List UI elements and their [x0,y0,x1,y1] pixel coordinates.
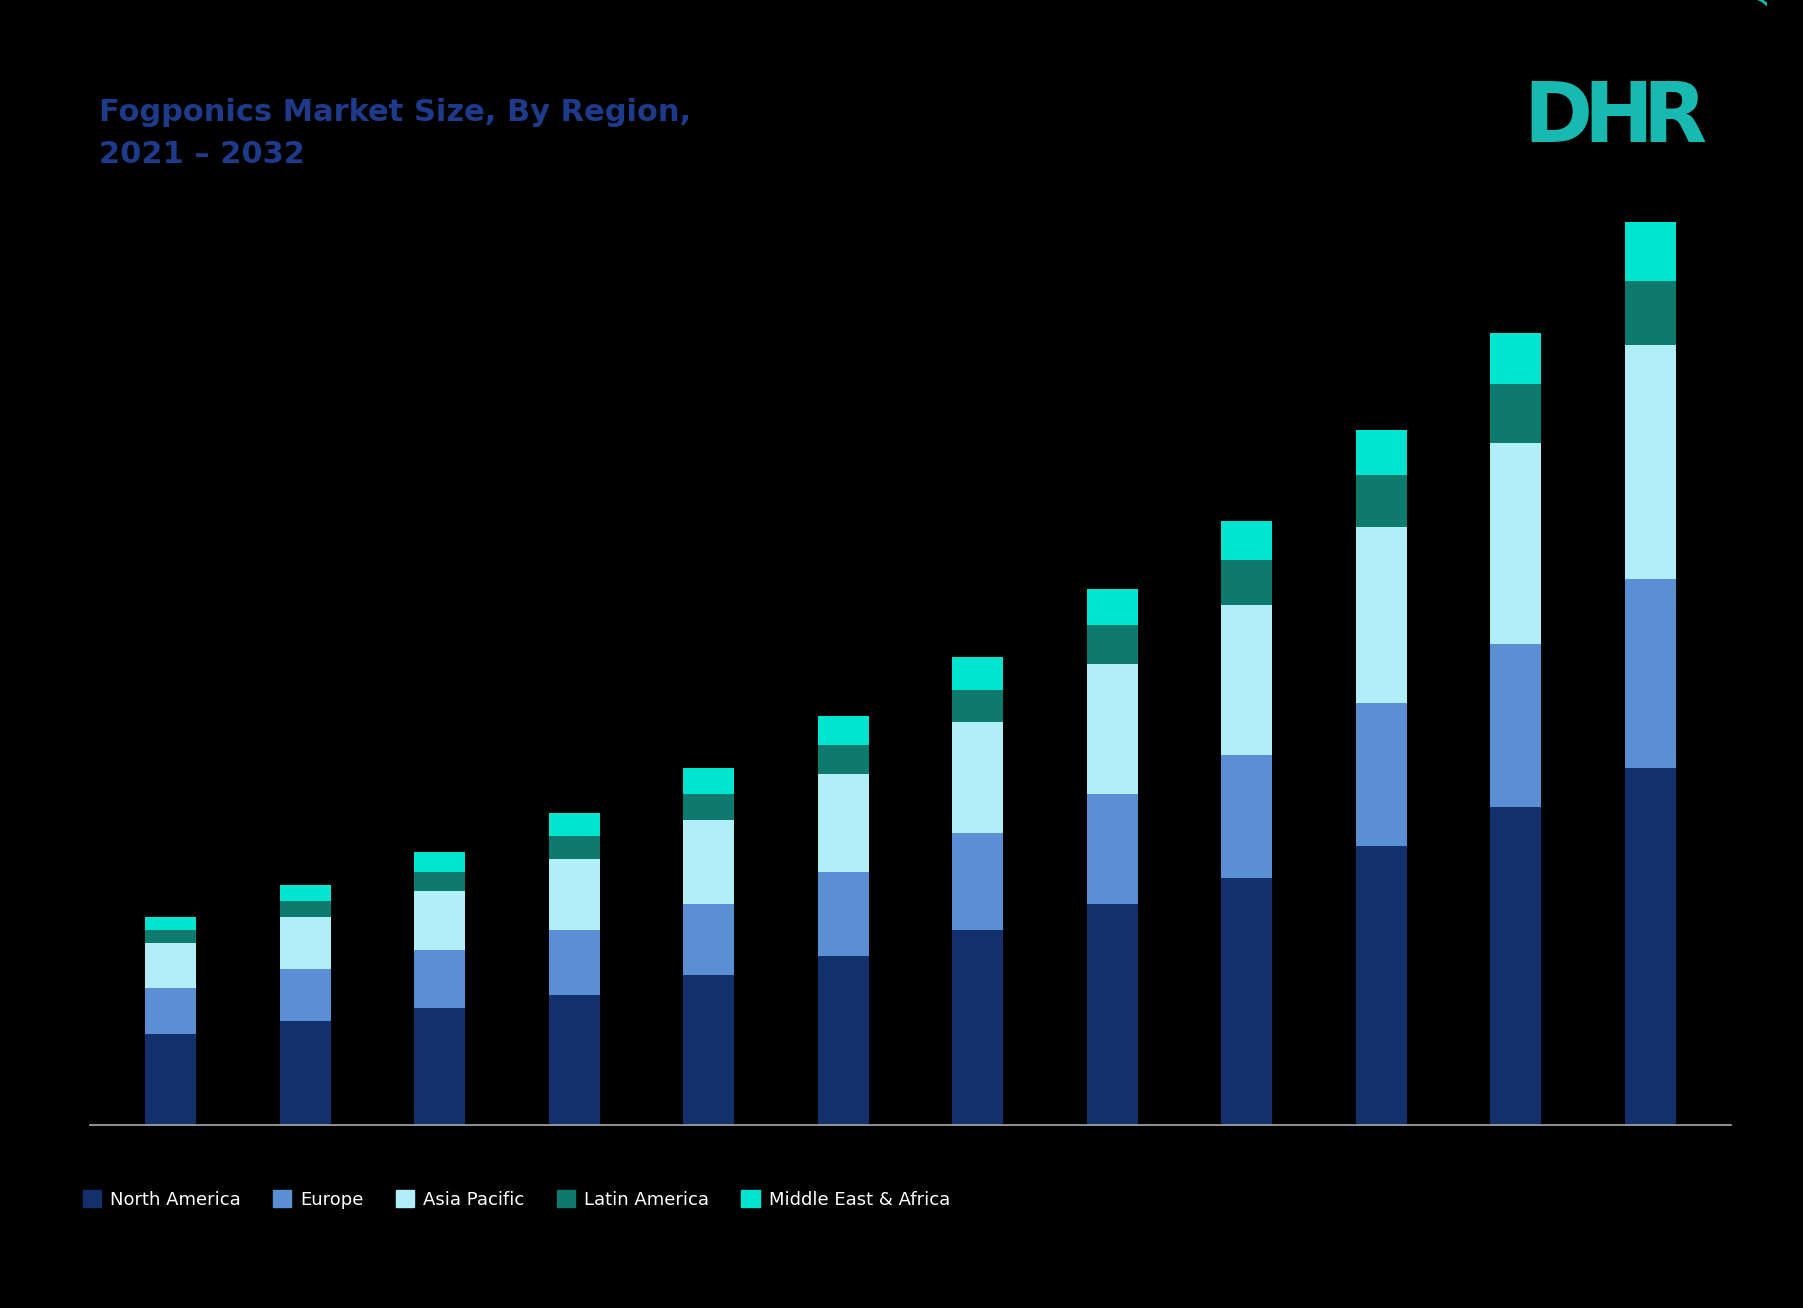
Bar [1625,345,1675,579]
Bar [1221,521,1273,560]
Text: H: H [1583,78,1653,160]
Bar [819,715,869,746]
Bar [548,836,600,858]
Bar [1356,475,1406,527]
Bar [683,976,734,1125]
Text: R: R [1643,78,1707,160]
Bar [279,969,332,1022]
Bar [1489,645,1542,807]
Bar [415,950,465,1008]
Bar [1489,385,1542,443]
Bar [146,917,197,930]
Bar [819,774,869,871]
Bar [548,814,600,836]
Bar [683,820,734,904]
Bar [279,901,332,917]
Bar [952,689,1002,722]
Legend: North America, Europe, Asia Pacific, Latin America, Middle East & Africa: North America, Europe, Asia Pacific, Lat… [83,1190,950,1209]
Bar [1087,663,1138,794]
Bar [1625,280,1675,345]
Bar [415,891,465,950]
Bar [1221,878,1273,1125]
Bar [683,768,734,794]
Text: Fogponics Market Size, By Region,: Fogponics Market Size, By Region, [99,98,691,127]
Bar [1087,589,1138,625]
Bar [952,930,1002,1125]
Bar [683,794,734,820]
Bar [279,1022,332,1125]
Bar [415,871,465,891]
Bar [952,722,1002,833]
Bar [1625,222,1675,280]
Bar [1356,845,1406,1125]
Bar [1221,606,1273,755]
Bar [415,852,465,871]
Bar [1221,560,1273,606]
Bar [1356,430,1406,475]
Bar [1489,807,1542,1125]
Bar [1625,579,1675,768]
Bar [819,871,869,956]
Bar [548,930,600,995]
Bar [146,989,197,1033]
Bar [1087,794,1138,904]
Bar [146,1033,197,1125]
Bar [1625,768,1675,1125]
Bar [1489,332,1542,385]
Bar [279,884,332,901]
Bar [1087,904,1138,1125]
Bar [146,930,197,943]
Bar [1356,702,1406,845]
Bar [146,943,197,989]
Text: 2021 – 2032: 2021 – 2032 [99,140,305,169]
Bar [952,657,1002,689]
Bar [1489,443,1542,645]
Bar [548,858,600,930]
Bar [819,956,869,1125]
Bar [952,833,1002,930]
Bar [415,1008,465,1125]
Bar [1221,755,1273,878]
Bar [1356,527,1406,702]
Bar [683,904,734,976]
Bar [279,917,332,969]
Bar [1087,625,1138,663]
Text: D: D [1524,78,1592,160]
Bar [819,746,869,774]
Bar [548,995,600,1125]
